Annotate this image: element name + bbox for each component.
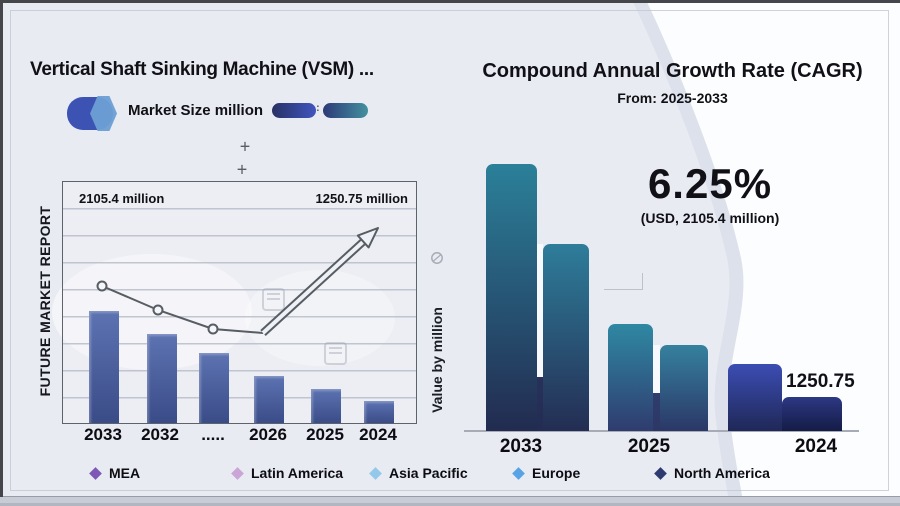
ratio-pill-right-icon <box>323 103 368 118</box>
left-x-axis-labels: 2033 2032..... 2026 2025 2024 <box>62 425 415 445</box>
legend-label: Europe <box>532 465 581 481</box>
left-panel-title: Vertical Shaft Sinking Machine (VSM) ... <box>30 59 374 80</box>
legend-item-asia-pacific: Asia Pacific <box>369 464 468 482</box>
trend-line-arrow <box>96 227 379 336</box>
annotation-2033-value: 2105.4 million <box>79 191 165 206</box>
region-legend: MEA Latin America Asia Pacific Europe North … <box>0 464 900 484</box>
market-size-chart: 2105.4 million 1250.75 million <box>62 181 417 424</box>
watermark-doc-icon <box>324 342 347 365</box>
frame-left-edge <box>0 0 3 497</box>
watermark-doc-icon <box>262 288 285 311</box>
legend-item-latin-america: Latin America <box>231 464 344 482</box>
slashed-circle-icon <box>431 252 443 264</box>
right-chart-baseline <box>464 430 859 432</box>
x-label-2033: 2033 <box>84 425 122 444</box>
legend-item-europe: Europe <box>512 464 581 482</box>
x-label-2024: 2024 <box>359 425 397 444</box>
legend-label: North America <box>674 465 770 481</box>
market-size-bars <box>63 182 416 423</box>
plus-icon: + <box>236 159 248 180</box>
right-y-axis-label: Value by million <box>429 307 445 413</box>
x-label-2025: 2025 <box>627 436 671 457</box>
plus-icon: + <box>239 136 251 157</box>
x-label-2025: 2025 <box>306 425 344 444</box>
x-label-2033: 2033 <box>499 436 543 457</box>
ratio-separator: : <box>316 102 320 114</box>
gridlines <box>63 208 416 399</box>
x-label-2024: 2024 <box>794 436 838 457</box>
x-label-2032: 2032 <box>141 425 179 444</box>
legend-label: Asia Pacific <box>389 465 468 481</box>
cagr-percentage: 6.25% <box>647 160 773 207</box>
left-y-axis-label: FUTURE MARKET REPORT <box>37 205 53 397</box>
cagr-base-value-note: (USD, 2105.4 million) <box>640 210 780 226</box>
annotation-2024-value: 1250.75 million <box>315 191 409 206</box>
legend-diamond-icon <box>89 466 102 480</box>
market-bar-2024 <box>364 401 394 423</box>
bottom-band <box>0 496 900 506</box>
bar-value-callout: 1250.75 <box>786 371 855 392</box>
legend-diamond-icon <box>654 466 667 480</box>
market-bar-2026 <box>254 376 284 423</box>
x-label-.....: ..... <box>201 425 225 444</box>
market-bar-..... <box>199 353 229 423</box>
legend-diamond-icon <box>369 466 382 480</box>
cagr-period-subtitle: From: 2025-2033 <box>617 90 728 106</box>
market-size-legend-label: Market Size million <box>128 102 264 119</box>
right-panel-title: Compound Annual Growth Rate (CAGR) <box>482 60 863 82</box>
ratio-pill-left-icon <box>272 103 316 118</box>
legend-diamond-icon <box>512 466 525 480</box>
legend-label: MEA <box>109 465 141 481</box>
market-bar-2025 <box>311 389 341 423</box>
frame-top-edge <box>0 0 900 3</box>
x-label-2026: 2026 <box>249 425 287 444</box>
legend-item-north-america: North America <box>654 464 770 482</box>
legend-item-mea: MEA <box>89 464 141 482</box>
legend-diamond-icon <box>231 466 244 480</box>
market-bar-2032 <box>147 334 177 423</box>
market-bar-2033 <box>89 311 119 423</box>
corner-line-icon <box>604 273 643 290</box>
legend-label: Latin America <box>251 465 344 481</box>
